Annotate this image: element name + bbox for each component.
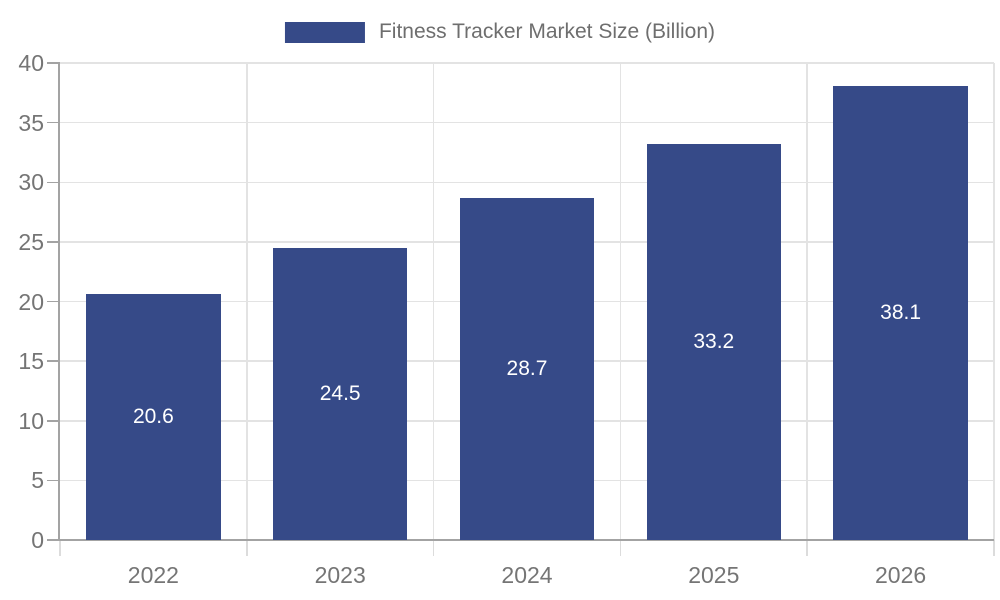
x-tick-label: 2026	[875, 562, 927, 588]
x-tick-label: 2024	[501, 562, 553, 588]
x-tick	[59, 540, 61, 556]
y-tick	[47, 479, 60, 482]
bar-value-label: 24.5	[319, 381, 361, 405]
bar-value-label: 33.2	[693, 330, 735, 354]
bar-2023	[272, 247, 408, 540]
y-tick-label: 20	[18, 288, 44, 315]
y-tick	[47, 181, 60, 183]
x-tick-label: 2022	[127, 562, 179, 588]
y-tick	[47, 241, 60, 243]
y-tick-label: 35	[18, 109, 44, 136]
h-gridline	[60, 181, 994, 183]
h-gridline	[60, 121, 994, 124]
legend-swatch	[284, 21, 365, 43]
y-tick-label: 40	[18, 50, 44, 76]
bar-2022	[86, 294, 221, 540]
y-tick-label: 0	[31, 527, 44, 553]
bar-value-label: 20.6	[132, 405, 174, 429]
legend: Fitness Tracker Market Size (Billion)	[284, 17, 716, 47]
y-tick	[47, 420, 60, 422]
y-tick	[47, 300, 60, 303]
y-tick-label: 5	[31, 467, 44, 494]
y-tick	[47, 62, 60, 64]
h-gridline	[60, 62, 994, 64]
y-tick	[47, 539, 60, 541]
y-tick	[47, 360, 60, 362]
x-tick	[806, 540, 808, 556]
x-tick	[619, 540, 622, 556]
v-gridline	[246, 63, 248, 540]
x-axis-line	[58, 539, 994, 541]
x-tick	[246, 540, 248, 556]
bar-2024	[459, 197, 595, 540]
bar-2025	[646, 144, 782, 540]
y-axis-line	[58, 63, 60, 540]
x-tick	[993, 540, 995, 556]
x-tick	[432, 540, 435, 556]
bar-value-label: 38.1	[880, 300, 922, 324]
bar-value-label: 28.7	[506, 356, 548, 380]
bar-2026	[833, 85, 968, 540]
y-tick	[47, 121, 60, 124]
y-tick-label: 25	[18, 228, 44, 255]
v-gridline	[432, 63, 435, 540]
x-tick-label: 2025	[688, 562, 740, 588]
v-gridline	[806, 63, 808, 540]
v-gridline	[993, 63, 995, 540]
y-tick-label: 10	[18, 407, 44, 434]
y-tick-label: 15	[18, 348, 44, 375]
v-gridline	[619, 63, 622, 540]
legend-label: Fitness Tracker Market Size (Billion)	[378, 20, 716, 43]
x-tick-label: 2023	[314, 562, 366, 588]
y-tick-label: 30	[18, 169, 44, 196]
